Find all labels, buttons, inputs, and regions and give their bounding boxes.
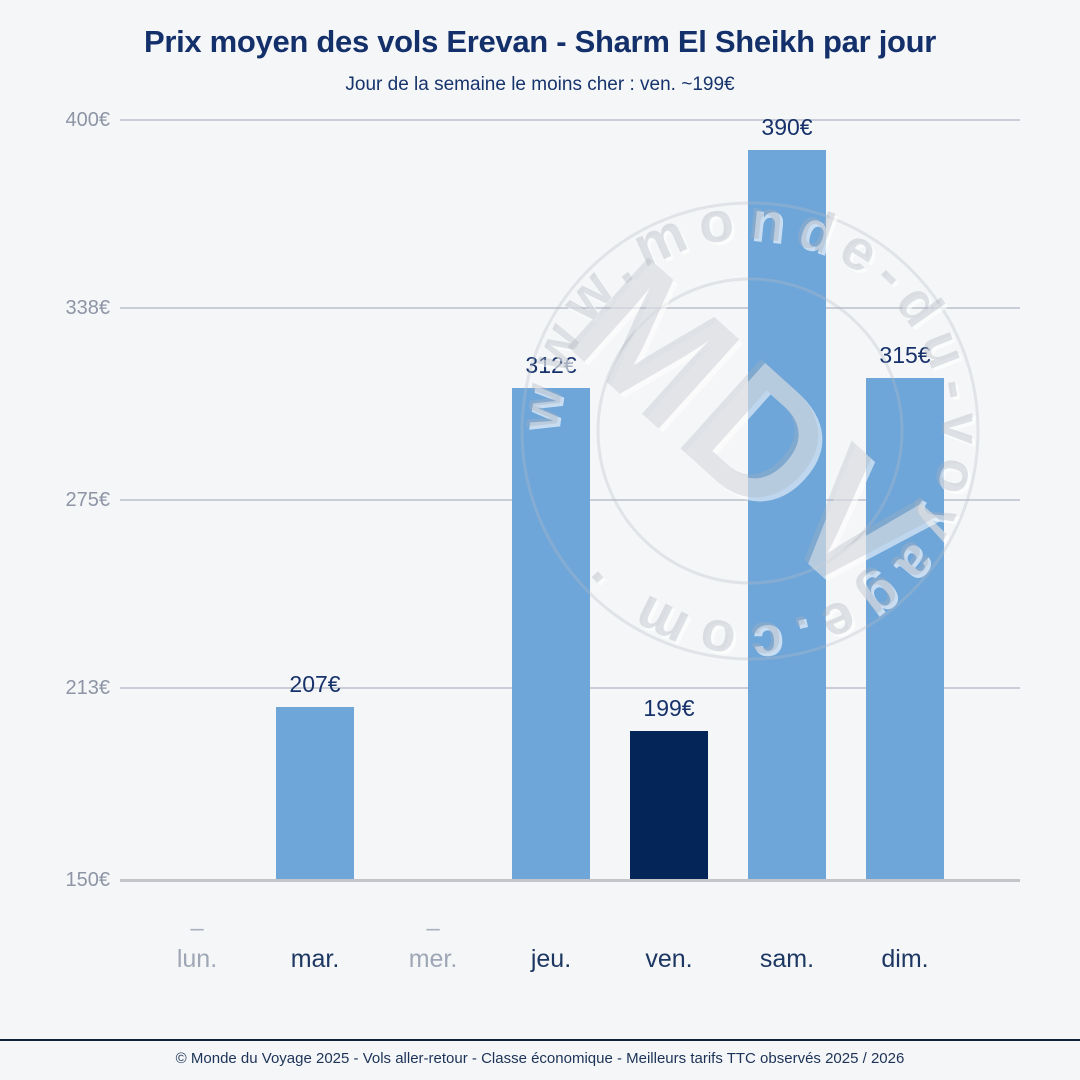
gridline-400 [120,119,1020,121]
x-label-sam: sam. [759,945,815,973]
bar-value-mar: 207€ [289,670,341,697]
bar-value-jeu: 312€ [525,351,577,378]
y-tick-label-400: 400€ [65,109,111,131]
gridline-150 [120,879,1020,882]
x-label-ven: ven. [645,945,693,973]
y-tick-label-275: 275€ [65,489,111,511]
x-label-lun: lun. [176,945,218,973]
gridline-338 [120,307,1020,310]
no-data-marker-lun: – [190,915,204,942]
footer-divider [0,1039,1080,1041]
y-tick-label-150: 150€ [65,869,111,891]
bar-mar [276,706,354,879]
bar-sam [748,150,826,879]
bar-jeu [512,387,590,879]
chart-subtitle: Jour de la semaine le moins cher : ven. … [345,74,735,95]
x-label-mar: mar. [290,945,340,973]
x-label-jeu: jeu. [530,945,572,973]
bar-value-dim: 315€ [879,342,931,369]
bar-value-sam: 390€ [761,114,813,141]
footer-copyright: © Monde du Voyage 2025 - Vols aller-reto… [175,1050,905,1067]
no-data-marker-mer: – [426,915,440,942]
x-label-dim: dim. [881,945,929,973]
bar-value-ven: 199€ [643,695,695,722]
y-tick-label-213: 213€ [65,677,111,700]
bar-ven [630,731,708,879]
y-tick-label-338: 338€ [65,297,111,320]
bar-dim [866,378,944,879]
x-label-mer: mer. [408,945,458,973]
chart-title: Prix moyen des vols Erevan - Sharm El Sh… [143,24,937,59]
